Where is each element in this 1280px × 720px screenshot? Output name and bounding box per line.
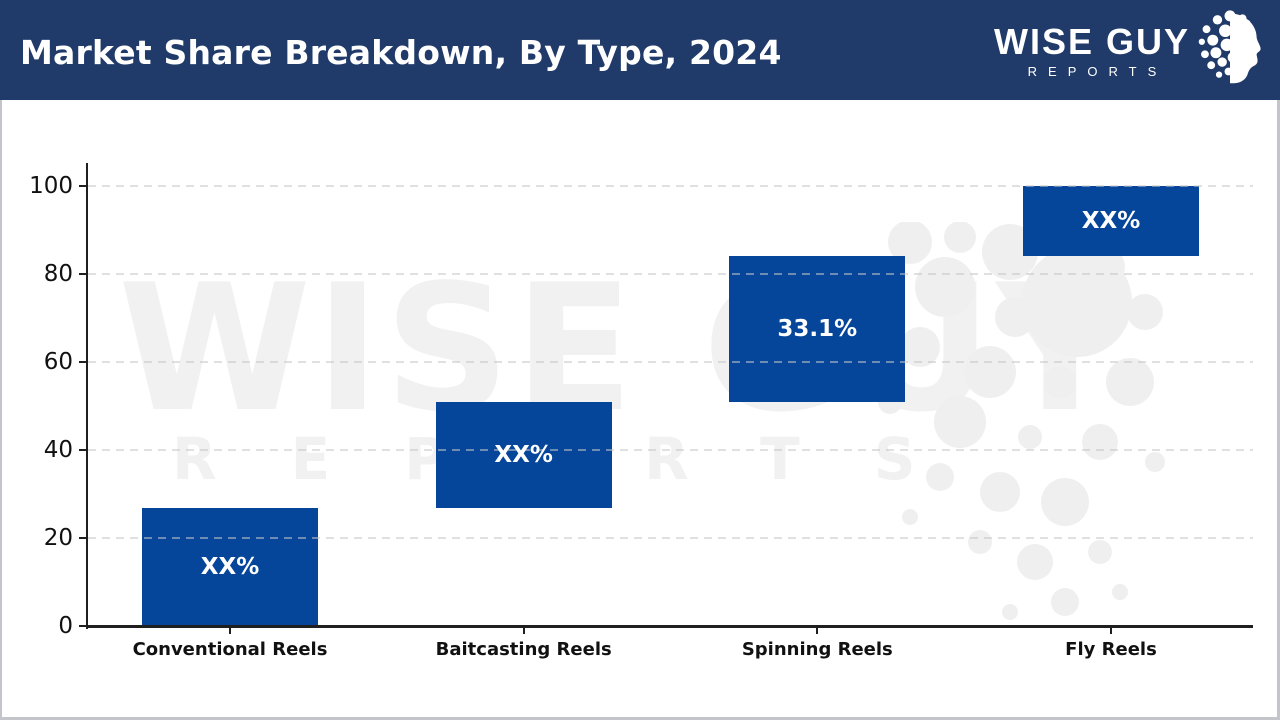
- y-axis-tick-label: 20: [43, 525, 73, 551]
- page-border-right: [1277, 100, 1280, 720]
- logo-face-icon: [1194, 9, 1266, 91]
- gridline: [88, 361, 1253, 363]
- y-axis-tick: [79, 625, 88, 627]
- y-axis-tick: [79, 185, 88, 187]
- y-axis-tick-label: 40: [43, 437, 73, 463]
- y-axis-tick: [79, 361, 88, 363]
- bar: [435, 401, 612, 508]
- y-axis-tick-label: 80: [43, 261, 73, 287]
- brand-logo: WISE GUY REPORTS: [994, 6, 1266, 94]
- page-title: Market Share Breakdown, By Type, 2024: [20, 33, 782, 72]
- page-border-bottom: [0, 717, 1280, 720]
- bar-value-label: XX%: [1081, 207, 1141, 234]
- bar-value-label: XX%: [494, 441, 553, 468]
- y-axis-spine: [86, 163, 88, 629]
- gridline: [88, 449, 1253, 451]
- x-axis-tick: [229, 627, 231, 634]
- gridline: [88, 537, 1253, 539]
- bar-value-label: 33.1%: [777, 315, 858, 342]
- x-axis-tick: [1110, 627, 1112, 634]
- x-axis-category-label: Conventional Reels: [132, 639, 328, 660]
- logo-wordmark-line1: WISE GUY: [993, 21, 1190, 62]
- bar: [142, 507, 318, 626]
- y-axis-tick-label: 60: [43, 349, 73, 375]
- header: Market Share Breakdown, By Type, 2024 WI…: [0, 0, 1280, 100]
- page-border-left: [0, 100, 2, 720]
- logo-wordmark-line2: REPORTS: [1027, 64, 1168, 79]
- x-axis-category-label: Baitcasting Reels: [435, 639, 612, 660]
- x-axis-category-label: Fly Reels: [1065, 639, 1157, 660]
- y-axis-tick: [79, 537, 88, 539]
- gridline: [88, 273, 1253, 275]
- y-axis-tick-label: 100: [29, 173, 73, 199]
- gridline: [88, 185, 1253, 187]
- bar-value-label: XX%: [200, 553, 260, 580]
- x-axis-category-label: Spinning Reels: [741, 639, 893, 660]
- bar: [729, 255, 906, 402]
- y-axis-tick: [79, 449, 88, 451]
- x-axis-tick: [522, 627, 525, 634]
- x-axis-tick: [816, 627, 819, 634]
- x-axis-spine: [86, 625, 1253, 628]
- y-axis-tick: [79, 273, 88, 275]
- logo-wordmark: WISE GUY REPORTS: [994, 21, 1190, 79]
- y-axis-tick-label: 0: [58, 613, 73, 639]
- bar: [1023, 186, 1199, 256]
